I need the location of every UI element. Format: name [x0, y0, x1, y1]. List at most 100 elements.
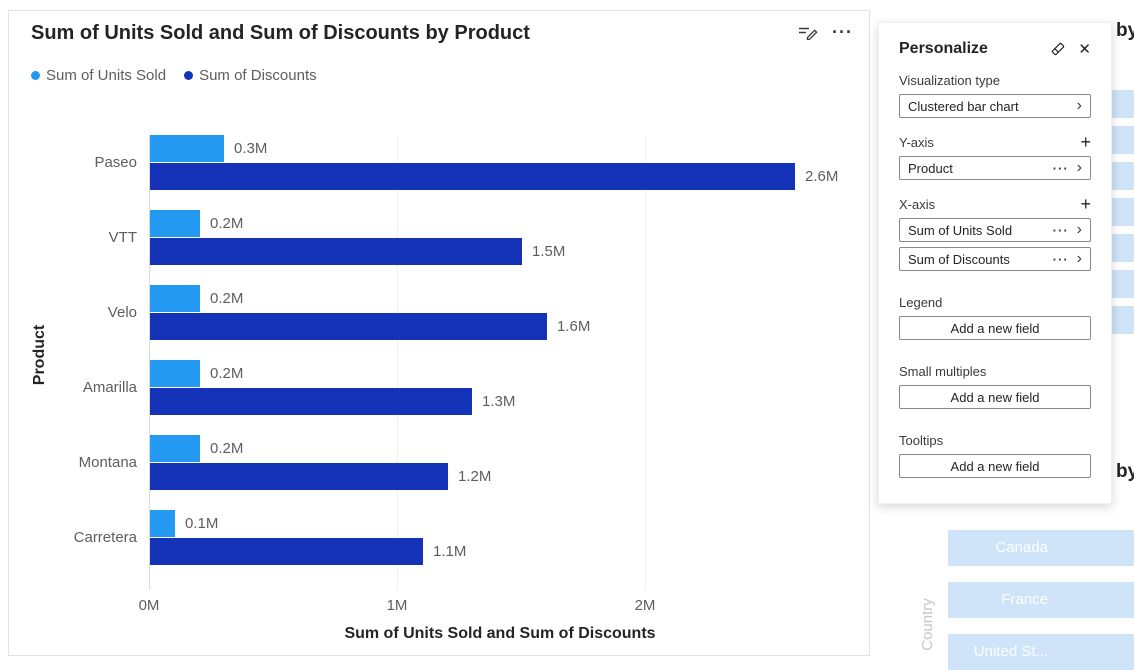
data-label: 1.1M	[433, 543, 467, 560]
visual-header-icons: ···	[796, 23, 853, 41]
chevron-right-icon: ›	[1076, 221, 1082, 238]
bar-units-sold[interactable]	[150, 510, 175, 537]
personalize-pane-title: Personalize	[899, 40, 988, 57]
more-options-icon[interactable]: ···	[1052, 251, 1069, 267]
plot-area: 0M 1M 2M Paseo 0.3M 2.6M VTT 0.2M 1.5M Velo 0.2M 1.…	[74, 135, 851, 665]
y-axis-line	[149, 135, 150, 590]
data-label: 0.2M	[210, 365, 244, 382]
close-icon[interactable]: ✕	[1078, 41, 1091, 58]
add-icon[interactable]: +	[1080, 194, 1091, 214]
x-axis-field-discounts[interactable]: Sum of Discounts ··· ›	[899, 247, 1091, 271]
background-country-bar: United St...	[948, 634, 1134, 670]
x-axis-section: X-axis + Sum of Units Sold ··· › Sum of …	[899, 194, 1091, 271]
category-label: Paseo	[94, 154, 137, 171]
tooltips-add-field-button[interactable]: Add a new field	[899, 454, 1091, 478]
legend-item-discounts[interactable]: Sum of Discounts	[184, 67, 317, 84]
x-tick-label: 0M	[138, 597, 160, 614]
bar-discounts[interactable]	[150, 313, 547, 340]
legend-dot-discounts	[184, 71, 194, 80]
small-multiples-label: Small multiples	[899, 363, 987, 379]
more-options-icon[interactable]: ···	[1052, 222, 1069, 238]
eraser-icon[interactable]	[1050, 41, 1066, 57]
visual-title: Sum of Units Sold and Sum of Discounts b…	[31, 22, 530, 44]
bar-group: Carretera 0.1M 1.1M	[74, 510, 851, 565]
y-axis-label: Y-axis	[899, 134, 934, 150]
bar-discounts[interactable]	[150, 538, 423, 565]
y-axis-field-product[interactable]: Product ··· ›	[899, 156, 1091, 180]
background-visual-title-fragment: by	[1116, 461, 1134, 482]
data-label: 1.5M	[532, 243, 566, 260]
x-axis-title: Sum of Units Sold and Sum of Discounts	[344, 625, 656, 642]
background-country-axis-title: Country	[918, 597, 936, 651]
bar-group: Paseo 0.3M 2.6M	[94, 135, 851, 190]
gridline	[645, 135, 646, 590]
data-label: 1.6M	[557, 318, 591, 335]
y-axis-title: Product	[31, 324, 49, 386]
add-icon[interactable]: +	[1080, 132, 1091, 152]
category-label: Velo	[107, 304, 137, 321]
bar-units-sold[interactable]	[150, 360, 200, 387]
bar-discounts[interactable]	[150, 463, 448, 490]
tooltips-label: Tooltips	[899, 432, 944, 448]
bar-units-sold[interactable]	[150, 135, 224, 162]
category-label: VTT	[108, 229, 137, 246]
chevron-right-icon: ›	[1076, 97, 1082, 114]
legend-item-units-sold[interactable]: Sum of Units Sold	[31, 67, 166, 84]
x-axis-field-units-sold[interactable]: Sum of Units Sold ··· ›	[899, 218, 1091, 242]
field-value: Product	[908, 160, 953, 176]
legend-add-field-button[interactable]: Add a new field	[899, 316, 1091, 340]
y-axis-section: Y-axis + Product ··· ›	[899, 132, 1091, 180]
viz-type-dropdown[interactable]: Clustered bar chart ›	[899, 94, 1091, 118]
x-axis-label: X-axis	[899, 196, 936, 212]
legend-label: Legend	[899, 294, 943, 310]
background-country-label: Canada	[995, 539, 1048, 556]
bar-group: VTT 0.2M 1.5M	[109, 210, 851, 265]
viz-type-value: Clustered bar chart	[908, 98, 1019, 114]
bar-units-sold[interactable]	[150, 285, 200, 312]
data-label: 0.1M	[185, 515, 219, 532]
background-country-label: France	[1001, 591, 1048, 608]
chevron-right-icon: ›	[1076, 159, 1082, 176]
bar-group: Montana 0.2M 1.2M	[79, 435, 851, 490]
personalize-pane: Personalize ✕ Visualization type C	[878, 22, 1112, 504]
x-tick-label: 1M	[386, 597, 408, 614]
category-label: Amarilla	[82, 379, 137, 396]
legend-section: Legend Add a new field	[899, 294, 1091, 340]
field-value: Sum of Units Sold	[908, 222, 1013, 238]
bar-discounts[interactable]	[150, 238, 522, 265]
chevron-right-icon: ›	[1076, 250, 1082, 267]
bar-group: Amarilla 0.2M 1.3M	[83, 360, 851, 415]
bar-chart-visual[interactable]: Sum of Units Sold and Sum of Discounts b…	[8, 10, 870, 656]
data-label: 0.2M	[210, 440, 244, 457]
background-country-bar: France	[948, 582, 1134, 618]
background-visual-title-fragment: by	[1116, 20, 1134, 41]
data-label: 0.3M	[234, 140, 268, 157]
bar-group: Velo 0.2M 1.6M	[108, 285, 851, 340]
background-country-label: United St...	[973, 643, 1048, 660]
tooltips-section: Tooltips Add a new field	[899, 432, 1091, 478]
data-label: 1.2M	[458, 468, 492, 485]
bar-units-sold[interactable]	[150, 435, 200, 462]
data-label: 0.2M	[210, 290, 244, 307]
chart-legend: Sum of Units Sold Sum of Discounts	[31, 67, 317, 84]
small-multiples-add-field-button[interactable]: Add a new field	[899, 385, 1091, 409]
bar-discounts[interactable]	[150, 388, 472, 415]
data-label: 2.6M	[805, 168, 839, 185]
background-country-bar: Canada	[948, 530, 1134, 566]
category-label: Carretera	[73, 529, 137, 546]
more-options-icon[interactable]: ···	[832, 22, 853, 42]
data-label: 1.3M	[482, 393, 516, 410]
more-options-icon[interactable]: ···	[1052, 160, 1069, 176]
x-tick-label: 2M	[634, 597, 656, 614]
field-value: Sum of Discounts	[908, 251, 1010, 267]
gridline	[397, 135, 398, 590]
viz-type-label: Visualization type	[899, 72, 1000, 88]
personalize-pane-header: Personalize ✕	[899, 37, 1091, 61]
bar-discounts[interactable]	[150, 163, 795, 190]
viz-type-section: Visualization type Clustered bar chart ›	[899, 72, 1091, 118]
personalize-visual-icon[interactable]	[796, 23, 818, 41]
category-label: Montana	[78, 454, 137, 471]
data-label: 0.2M	[210, 215, 244, 232]
bar-units-sold[interactable]	[150, 210, 200, 237]
